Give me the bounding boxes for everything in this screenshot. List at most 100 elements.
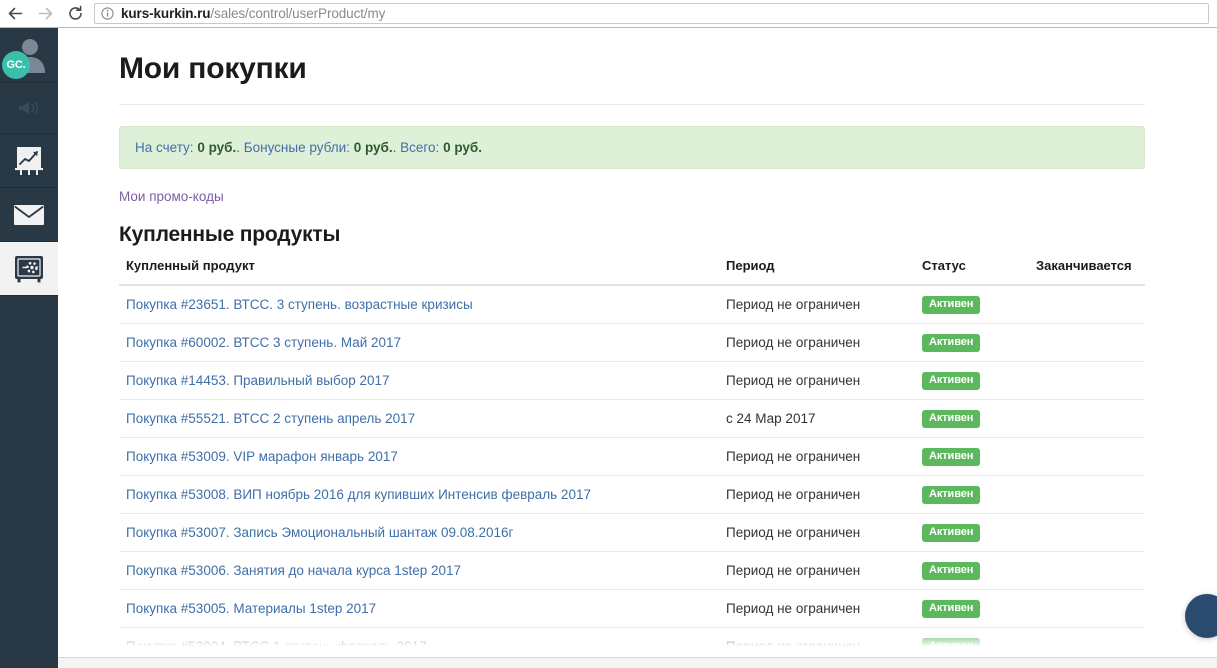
cell-ends	[1029, 475, 1145, 514]
cell-product: Покупка #53005. Материалы 1step 2017	[119, 589, 719, 628]
cell-period: Период не ограничен	[719, 323, 915, 362]
cell-product: Покупка #53007. Запись Эмоциональный шан…	[119, 513, 719, 552]
cell-product: Покупка #55521. ВТСС 2 ступень апрель 20…	[119, 399, 719, 438]
table-row: Покупка #53006. Занятия до начала курса …	[119, 551, 1145, 590]
product-link[interactable]: Покупка #55521. ВТСС 2 ступень апрель 20…	[126, 411, 416, 426]
avatar-initials-badge: GC.	[2, 51, 30, 79]
cell-product: Покупка #14453. Правильный выбор 2017	[119, 361, 719, 400]
table-row: Покупка #60002. ВТСС 3 ступень. Май 2017…	[119, 323, 1145, 362]
status-badge: Активен	[922, 600, 981, 618]
product-link[interactable]: Покупка #23651. ВТСС. 3 ступень. возраст…	[126, 297, 473, 312]
product-link[interactable]: Покупка #53009. VIP марафон январь 2017	[126, 449, 398, 464]
sidebar-item-messages[interactable]	[0, 188, 58, 242]
table-body: Покупка #23651. ВТСС. 3 ступень. возраст…	[119, 285, 1145, 668]
column-header-ends: Заканчивается	[1029, 258, 1145, 286]
cell-status: Активен	[915, 399, 1029, 438]
status-badge: Активен	[922, 638, 981, 656]
url-path: /sales/control/userProduct/my	[210, 6, 386, 21]
cell-ends	[1029, 551, 1145, 590]
balance-alert: На счету: 0 руб.. Бонусные рубли: 0 руб.…	[119, 126, 1145, 169]
info-circle-icon[interactable]	[101, 7, 114, 20]
sidebar-item-avatar[interactable]: GC.	[0, 28, 58, 83]
cell-period: Период не ограничен	[719, 361, 915, 400]
status-badge: Активен	[922, 524, 981, 542]
bonus-balance-label: Бонусные рубли:	[243, 140, 350, 155]
back-button[interactable]	[0, 0, 30, 28]
cell-period: Период не ограничен	[719, 551, 915, 590]
purchased-products-table: Купленный продукт Период Статус Заканчив…	[119, 258, 1145, 668]
reload-button[interactable]	[60, 0, 90, 28]
cell-product: Покупка #53008. ВИП ноябрь 2016 для купи…	[119, 475, 719, 514]
table-row: Покупка #55521. ВТСС 2 ступень апрель 20…	[119, 399, 1145, 438]
cell-ends	[1029, 399, 1145, 438]
chart-presentation-icon	[15, 146, 43, 175]
cell-ends	[1029, 361, 1145, 400]
table-row: Покупка #53007. Запись Эмоциональный шан…	[119, 513, 1145, 552]
cell-status: Активен	[915, 323, 1029, 362]
my-promocodes-link[interactable]: Мои промо-коды	[119, 189, 224, 204]
cell-status: Активен	[915, 589, 1029, 628]
total-balance-value: 0 руб.	[443, 140, 482, 155]
section-title: Купленные продукты	[119, 223, 341, 246]
url-text: kurs-kurkin.ru/sales/control/userProduct…	[121, 6, 385, 21]
account-balance-label: На счету:	[135, 140, 194, 155]
status-badge: Активен	[922, 486, 981, 504]
product-link[interactable]: Покупка #14453. Правильный выбор 2017	[126, 373, 390, 388]
cell-product: Покупка #53009. VIP марафон январь 2017	[119, 437, 719, 476]
cell-status: Активен	[915, 551, 1029, 590]
cell-ends	[1029, 323, 1145, 362]
total-balance-label: Всего:	[400, 140, 440, 155]
table-row: Покупка #14453. Правильный выбор 2017 Пер…	[119, 361, 1145, 400]
cell-ends	[1029, 437, 1145, 476]
cell-ends	[1029, 285, 1145, 324]
status-badge: Активен	[922, 372, 981, 390]
status-badge: Активен	[922, 296, 981, 314]
page-viewport: GC.	[0, 28, 1217, 668]
table-row: Покупка #53005. Материалы 1step 2017 Пери…	[119, 589, 1145, 628]
cell-status: Активен	[915, 475, 1029, 514]
cell-product: Покупка #60002. ВТСС 3 ступень. Май 2017	[119, 323, 719, 362]
sidebar-item-purchases[interactable]	[0, 242, 58, 296]
bonus-balance-value: 0 руб.	[353, 140, 393, 155]
forward-button[interactable]	[30, 0, 60, 28]
product-link[interactable]: Покупка #53007. Запись Эмоциональный шан…	[126, 525, 514, 540]
cell-period: Период не ограничен	[719, 589, 915, 628]
product-link[interactable]: Покупка #53006. Занятия до начала курса …	[126, 563, 462, 578]
status-badge: Активен	[922, 448, 981, 466]
table-header-row: Купленный продукт Период Статус Заканчив…	[119, 258, 1145, 286]
chat-support-icon[interactable]	[1185, 594, 1217, 638]
cell-period: Период не ограничен	[719, 285, 915, 324]
account-balance-value: 0 руб.	[197, 140, 237, 155]
cell-period: Период не ограничен	[719, 475, 915, 514]
cell-status: Активен	[915, 285, 1029, 324]
product-link[interactable]: Покупка #60002. ВТСС 3 ступень. Май 2017	[126, 335, 402, 350]
cell-product: Покупка #53006. Занятия до начала курса …	[119, 551, 719, 590]
safe-icon	[15, 255, 43, 282]
title-divider	[119, 104, 1145, 105]
horizontal-scrollbar[interactable]	[58, 657, 1217, 668]
cell-status: Активен	[915, 437, 1029, 476]
cell-period: с 24 Мар 2017	[719, 399, 915, 438]
cell-period: Период не ограничен	[719, 513, 915, 552]
megaphone-icon	[19, 101, 38, 115]
status-badge: Активен	[922, 410, 981, 428]
product-link[interactable]: Покупка #53008. ВИП ноябрь 2016 для купи…	[126, 487, 591, 502]
status-badge: Активен	[922, 562, 981, 580]
address-bar[interactable]: kurs-kurkin.ru/sales/control/userProduct…	[94, 3, 1209, 24]
table-row: Покупка #53009. VIP марафон январь 2017 П…	[119, 437, 1145, 476]
cell-status: Активен	[915, 513, 1029, 552]
main-content: Мои покупки На счету: 0 руб.. Бонусные р…	[58, 28, 1217, 668]
sidebar-item-announcements[interactable]	[0, 83, 58, 134]
browser-chrome: kurs-kurkin.ru/sales/control/userProduct…	[0, 0, 1217, 28]
forward-arrow-icon	[38, 7, 52, 20]
sidebar-item-statistics[interactable]	[0, 134, 58, 188]
column-header-status: Статус	[915, 258, 1029, 286]
cell-status: Активен	[915, 361, 1029, 400]
product-link[interactable]: Покупка #53004. ВТСС 1 ступень февраль 2…	[126, 639, 427, 654]
envelope-icon	[14, 204, 44, 225]
product-link[interactable]: Покупка #53005. Материалы 1step 2017	[126, 601, 377, 616]
cell-ends	[1029, 513, 1145, 552]
back-arrow-icon	[8, 7, 22, 20]
column-header-period: Период	[719, 258, 915, 286]
cell-ends	[1029, 589, 1145, 628]
